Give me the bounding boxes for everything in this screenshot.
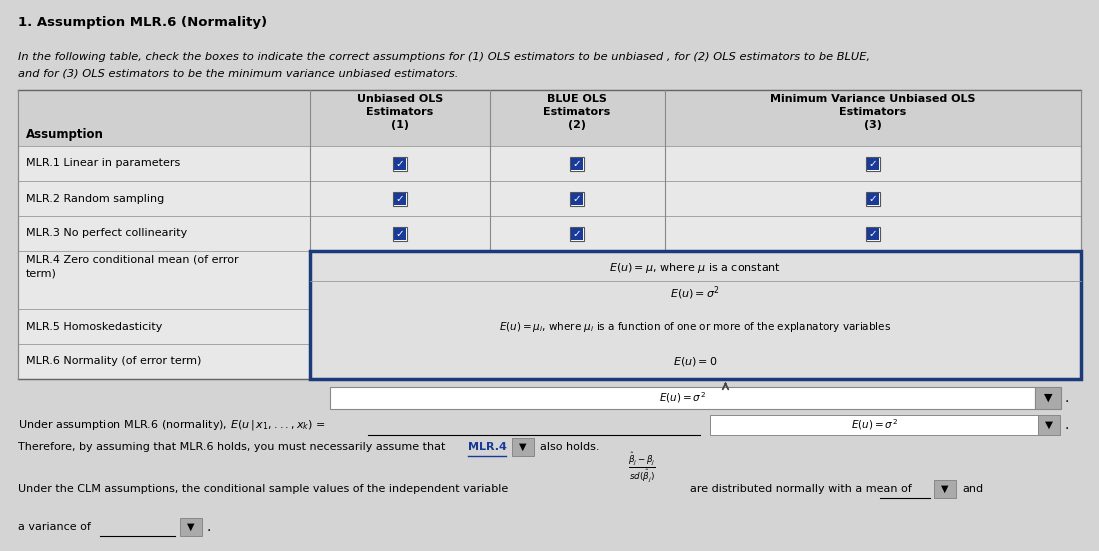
Text: Unbiased OLS
Estimators
(1): Unbiased OLS Estimators (1) [357,94,443,129]
Text: $E(u) = \sigma^2$: $E(u) = \sigma^2$ [670,284,721,301]
Text: ▼: ▼ [1045,420,1053,430]
Text: 1. Assumption MLR.6 (Normality): 1. Assumption MLR.6 (Normality) [18,16,267,29]
Bar [571,192,582,204]
Text: $\frac{\hat{\beta}_j - \beta_j}{sd(\hat{\beta}_j)}$: $\frac{\hat{\beta}_j - \beta_j}{sd(\hat{… [628,451,656,485]
Text: Assumption: Assumption [26,128,104,141]
Text: $E(u) = \sigma^2$: $E(u) = \sigma^2$ [659,391,706,406]
Text: Under the CLM assumptions, the conditional sample values of the independent vari: Under the CLM assumptions, the condition… [18,484,508,494]
Bar [570,192,584,206]
Bar [310,251,1081,379]
Bar [866,192,880,206]
Text: BLUE OLS
Estimators
(2): BLUE OLS Estimators (2) [543,94,611,129]
Text: ▼: ▼ [187,522,195,532]
Bar [395,228,406,240]
Bar [330,387,1035,409]
Bar [710,415,1037,435]
Bar [512,438,534,456]
Bar [1037,415,1061,435]
Text: $E(u) = \mu_i$, where $\mu_i$ is a function of one or more of the explanatory va: $E(u) = \mu_i$, where $\mu_i$ is a funct… [499,320,891,333]
Text: Minimum Variance Unbiased OLS
Estimators
(3): Minimum Variance Unbiased OLS Estimators… [770,94,976,129]
Text: ▼: ▼ [519,442,526,452]
Text: MLR.4 Zero conditional mean (of error
term): MLR.4 Zero conditional mean (of error te… [26,255,238,278]
Bar [18,90,1081,379]
Text: .: . [1065,391,1069,405]
Bar [570,156,584,170]
Text: ✓: ✓ [868,194,877,204]
Text: ✓: ✓ [573,159,581,169]
Text: and for (3) OLS estimators to be the minimum variance unbiased estimators.: and for (3) OLS estimators to be the min… [18,68,458,78]
Text: MLR.4: MLR.4 [468,442,507,452]
Bar [393,156,407,170]
Text: ✓: ✓ [868,159,877,169]
Text: a variance of: a variance of [18,522,91,532]
Bar [395,158,406,170]
Text: MLR.5 Homoskedasticity: MLR.5 Homoskedasticity [26,321,163,332]
Text: ✓: ✓ [573,194,581,204]
Text: and: and [962,484,984,494]
Text: MLR.6 Normality (of error term): MLR.6 Normality (of error term) [26,356,201,366]
Bar [867,158,879,170]
Bar [393,226,407,240]
Text: $E(u) = \mu$, where $\mu$ is a constant: $E(u) = \mu$, where $\mu$ is a constant [610,261,781,276]
Text: ▼: ▼ [941,484,948,494]
Bar [867,228,879,240]
Bar [395,192,406,204]
Text: ✓: ✓ [396,159,404,169]
Bar [393,192,407,206]
Bar [866,156,880,170]
Bar [867,192,879,204]
Bar [866,226,880,240]
Bar [571,228,582,240]
Text: MLR.3 No perfect collinearity: MLR.3 No perfect collinearity [26,229,187,239]
Text: ✓: ✓ [396,229,404,239]
Bar [18,90,1081,146]
Text: ✓: ✓ [573,229,581,239]
Text: .: . [1064,418,1068,432]
Text: Under assumption MLR.6 (normality), $E(u\,|\,x_1,...,x_k)$ =: Under assumption MLR.6 (normality), $E(u… [18,418,325,432]
Bar [934,480,956,498]
Bar [1035,387,1061,409]
Text: $E(u) = 0$: $E(u) = 0$ [673,355,718,368]
Text: Therefore, by assuming that MLR.6 holds, you must necessarily assume that: Therefore, by assuming that MLR.6 holds,… [18,442,445,452]
Text: MLR.1 Linear in parameters: MLR.1 Linear in parameters [26,159,180,169]
Bar [570,226,584,240]
Text: $E(u) = \sigma^2$: $E(u) = \sigma^2$ [851,418,898,433]
Text: are distributed normally with a mean of: are distributed normally with a mean of [690,484,912,494]
Text: MLR.2 Random sampling: MLR.2 Random sampling [26,193,164,203]
Bar [180,518,202,536]
Text: .: . [206,520,210,534]
Text: ✓: ✓ [396,194,404,204]
Text: ✓: ✓ [868,229,877,239]
Text: also holds.: also holds. [540,442,599,452]
Text: In the following table, check the boxes to indicate the correct assumptions for : In the following table, check the boxes … [18,52,870,62]
Text: ▼: ▼ [1044,393,1052,403]
Bar [571,158,582,170]
